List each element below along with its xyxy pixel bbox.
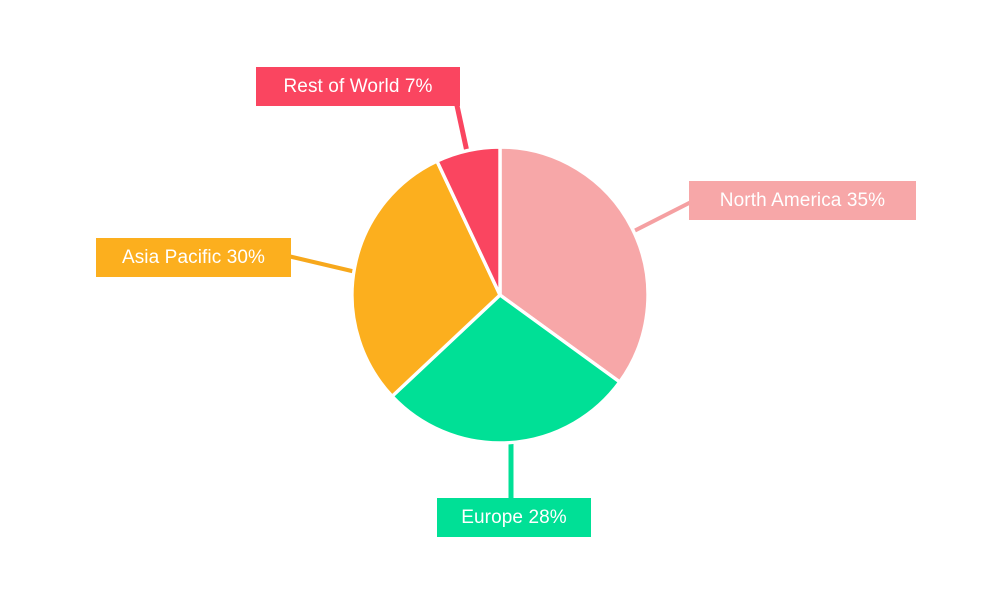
slice-label-asia-pacific[interactable]: Asia Pacific 30% (96, 238, 291, 277)
slice-label-north-america-text: North America 35% (719, 190, 886, 211)
slice-label-europe-text: Europe 28% (461, 507, 567, 528)
slice-label-europe[interactable]: Europe 28% (437, 498, 591, 537)
pie-slice-north-america[interactable] (498, 145, 650, 384)
slice-label-north-america[interactable]: North America 35% (689, 181, 916, 220)
pie-slice-europe[interactable] (390, 293, 622, 445)
pie-slice-rest-of-world[interactable] (435, 145, 502, 297)
slice-label-asia-pacific-text: Asia Pacific 30% (121, 247, 266, 268)
leader-line-asia-pacific (287, 254, 357, 274)
slice-label-rest-of-world-text: Rest of World 7% (283, 76, 433, 97)
leader-line-north-america (633, 198, 696, 233)
pie-slices (350, 145, 650, 445)
slice-label-rest-of-world[interactable]: Rest of World 7% (256, 67, 460, 106)
